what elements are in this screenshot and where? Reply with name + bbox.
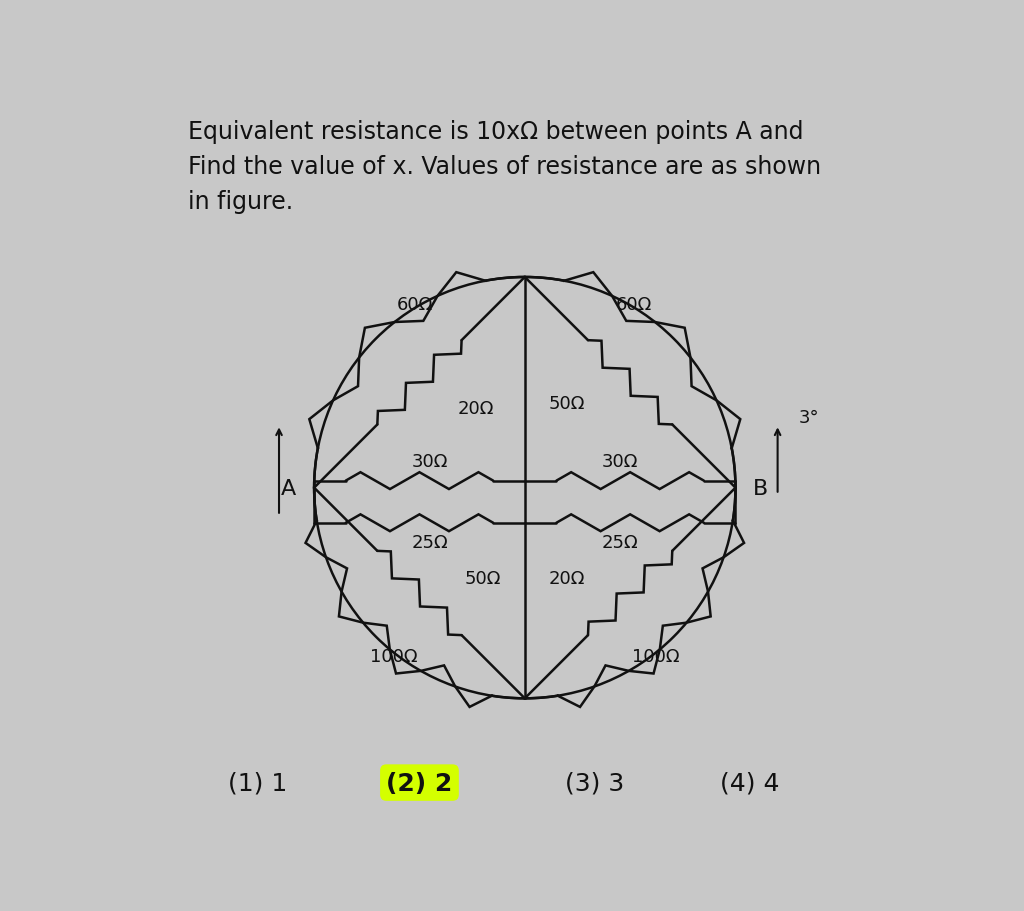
Text: (1) 1: (1) 1 (228, 771, 288, 794)
Text: 20Ω: 20Ω (549, 569, 585, 588)
Text: 100Ω: 100Ω (371, 648, 418, 665)
Text: in figure.: in figure. (187, 190, 293, 214)
Text: A: A (282, 478, 297, 498)
Text: 20Ω: 20Ω (458, 399, 494, 417)
Text: 50Ω: 50Ω (549, 395, 585, 413)
Text: 25Ω: 25Ω (601, 534, 638, 552)
Text: Find the value of x. Values of resistance are as shown: Find the value of x. Values of resistanc… (187, 155, 821, 179)
Text: (3) 3: (3) 3 (565, 771, 625, 794)
Text: 30Ω: 30Ω (601, 453, 638, 470)
Text: Equivalent resistance is 10xΩ between points A and: Equivalent resistance is 10xΩ between po… (187, 120, 803, 144)
Text: 30Ω: 30Ω (412, 453, 449, 470)
Text: B: B (753, 478, 768, 498)
Text: (2) 2: (2) 2 (386, 771, 453, 794)
Text: 60Ω: 60Ω (616, 296, 652, 314)
Text: 50Ω: 50Ω (465, 569, 501, 588)
Text: 60Ω: 60Ω (397, 296, 433, 314)
Text: 100Ω: 100Ω (632, 648, 679, 665)
Text: 25Ω: 25Ω (412, 534, 449, 552)
Text: 3°: 3° (799, 409, 819, 427)
Text: (4) 4: (4) 4 (720, 771, 779, 794)
